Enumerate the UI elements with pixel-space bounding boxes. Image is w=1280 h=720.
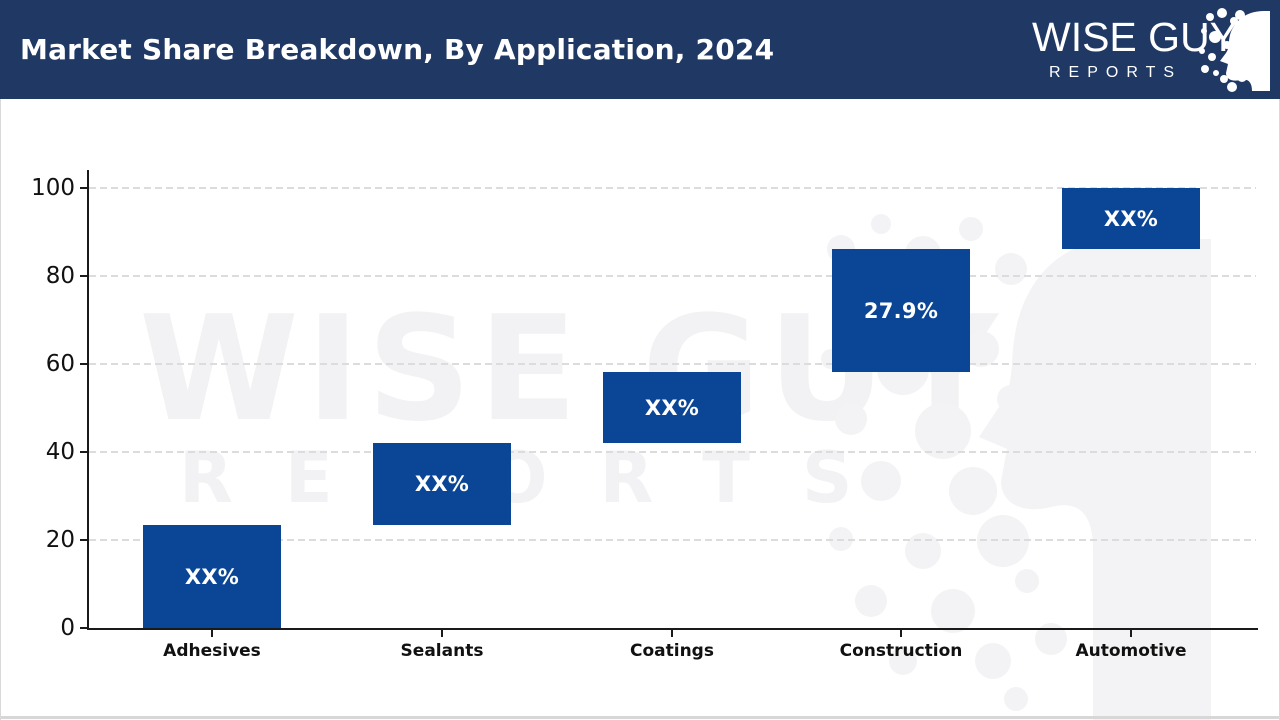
x-axis-tick <box>1130 630 1132 637</box>
watermark-reports-text: REPORTS <box>179 437 905 519</box>
x-axis-category-label: Adhesives <box>163 641 261 661</box>
x-axis-tick <box>211 630 213 637</box>
bar-value-label: XX% <box>184 564 240 589</box>
y-axis-tick-label: 0 <box>60 615 75 641</box>
bar-automotive: XX% <box>1062 188 1200 250</box>
logo-reports-text: REPORTS <box>1049 64 1182 81</box>
y-gridline <box>89 363 1256 365</box>
x-axis-line <box>87 628 1258 630</box>
logo-wise-guy-text: WISE GUY <box>1032 14 1237 60</box>
bar-value-label: XX% <box>644 395 700 420</box>
y-axis-tick <box>80 539 87 541</box>
y-axis-tick <box>80 451 87 453</box>
wise-guy-reports-logo: WISE GUY REPORTS <box>1032 7 1270 93</box>
bar-value-label: XX% <box>414 472 470 497</box>
y-axis-tick-label: 40 <box>45 439 75 465</box>
bar-value-label: XX% <box>1103 206 1159 231</box>
x-axis-category-label: Coatings <box>630 641 714 661</box>
bar-coatings: XX% <box>603 371 741 444</box>
header-bar: Market Share Breakdown, By Application, … <box>0 0 1280 99</box>
y-gridline <box>89 275 1256 277</box>
x-axis-tick <box>441 630 443 637</box>
y-axis-tick <box>80 363 87 365</box>
y-axis-tick <box>80 627 87 629</box>
watermark-wise-guy-text: WISE GUY <box>139 285 1005 454</box>
watermark-dot-face-icon <box>811 209 1211 720</box>
y-axis-tick-label: 60 <box>45 351 75 377</box>
chart-plot-area: WISE GUY REPORTS 0 20 40 60 80 100 XX% Adhesive… <box>0 99 1280 720</box>
x-axis-category-label: Construction <box>839 641 963 661</box>
y-axis-tick <box>80 187 87 189</box>
x-axis-tick <box>900 630 902 637</box>
y-axis-tick-label: 80 <box>45 263 75 289</box>
x-axis-category-label: Sealants <box>400 641 484 661</box>
y-gridline <box>89 539 1256 541</box>
x-axis-tick <box>671 630 673 637</box>
bottom-border-line <box>1 716 1279 719</box>
y-axis-tick-label: 100 <box>31 175 75 201</box>
bar-sealants: XX% <box>373 443 511 526</box>
bar-adhesives: XX% <box>143 525 281 628</box>
y-axis-line <box>87 170 89 630</box>
bar-value-label: 27.9% <box>863 298 939 323</box>
logo-graphic: WISE GUY REPORTS <box>1032 8 1270 92</box>
logo-dot-face-icon <box>1199 8 1270 92</box>
y-gridline <box>89 451 1256 453</box>
y-axis-tick <box>80 275 87 277</box>
x-axis-category-label: Automotive <box>1075 641 1187 661</box>
bar-construction: 27.9% <box>832 249 970 372</box>
y-gridline <box>89 187 1256 189</box>
y-axis-tick-label: 20 <box>45 527 75 553</box>
page-title: Market Share Breakdown, By Application, … <box>20 33 775 66</box>
